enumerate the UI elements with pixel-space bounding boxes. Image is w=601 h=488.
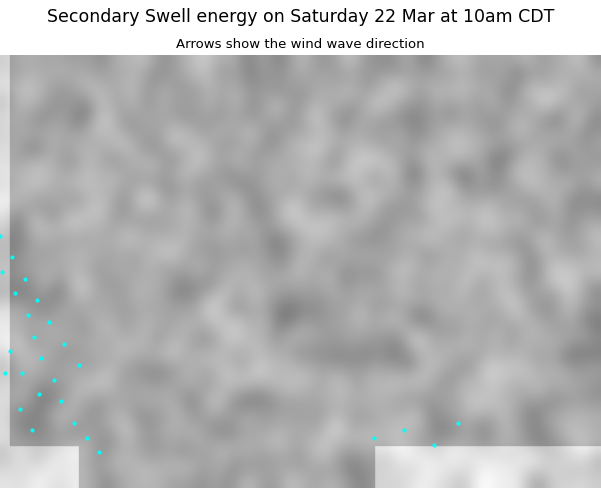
Bar: [10, 100, 601, 445]
Bar: [10, 0, 601, 99]
Text: Secondary Swell energy on Saturday 22 Mar at 10am CDT: Secondary Swell energy on Saturday 22 Ma…: [47, 8, 554, 26]
Text: Arrows show the wind wave direction: Arrows show the wind wave direction: [176, 39, 425, 51]
Bar: [79, 373, 374, 488]
